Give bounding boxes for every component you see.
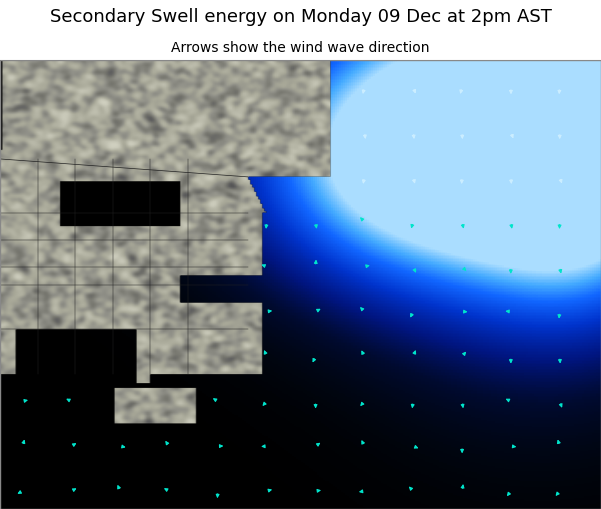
Bar — [0, 61, 601, 509]
Text: Arrows show the wind wave direction: Arrows show the wind wave direction — [171, 41, 430, 54]
Text: Secondary Swell energy on Monday 09 Dec at 2pm AST: Secondary Swell energy on Monday 09 Dec … — [49, 8, 552, 26]
